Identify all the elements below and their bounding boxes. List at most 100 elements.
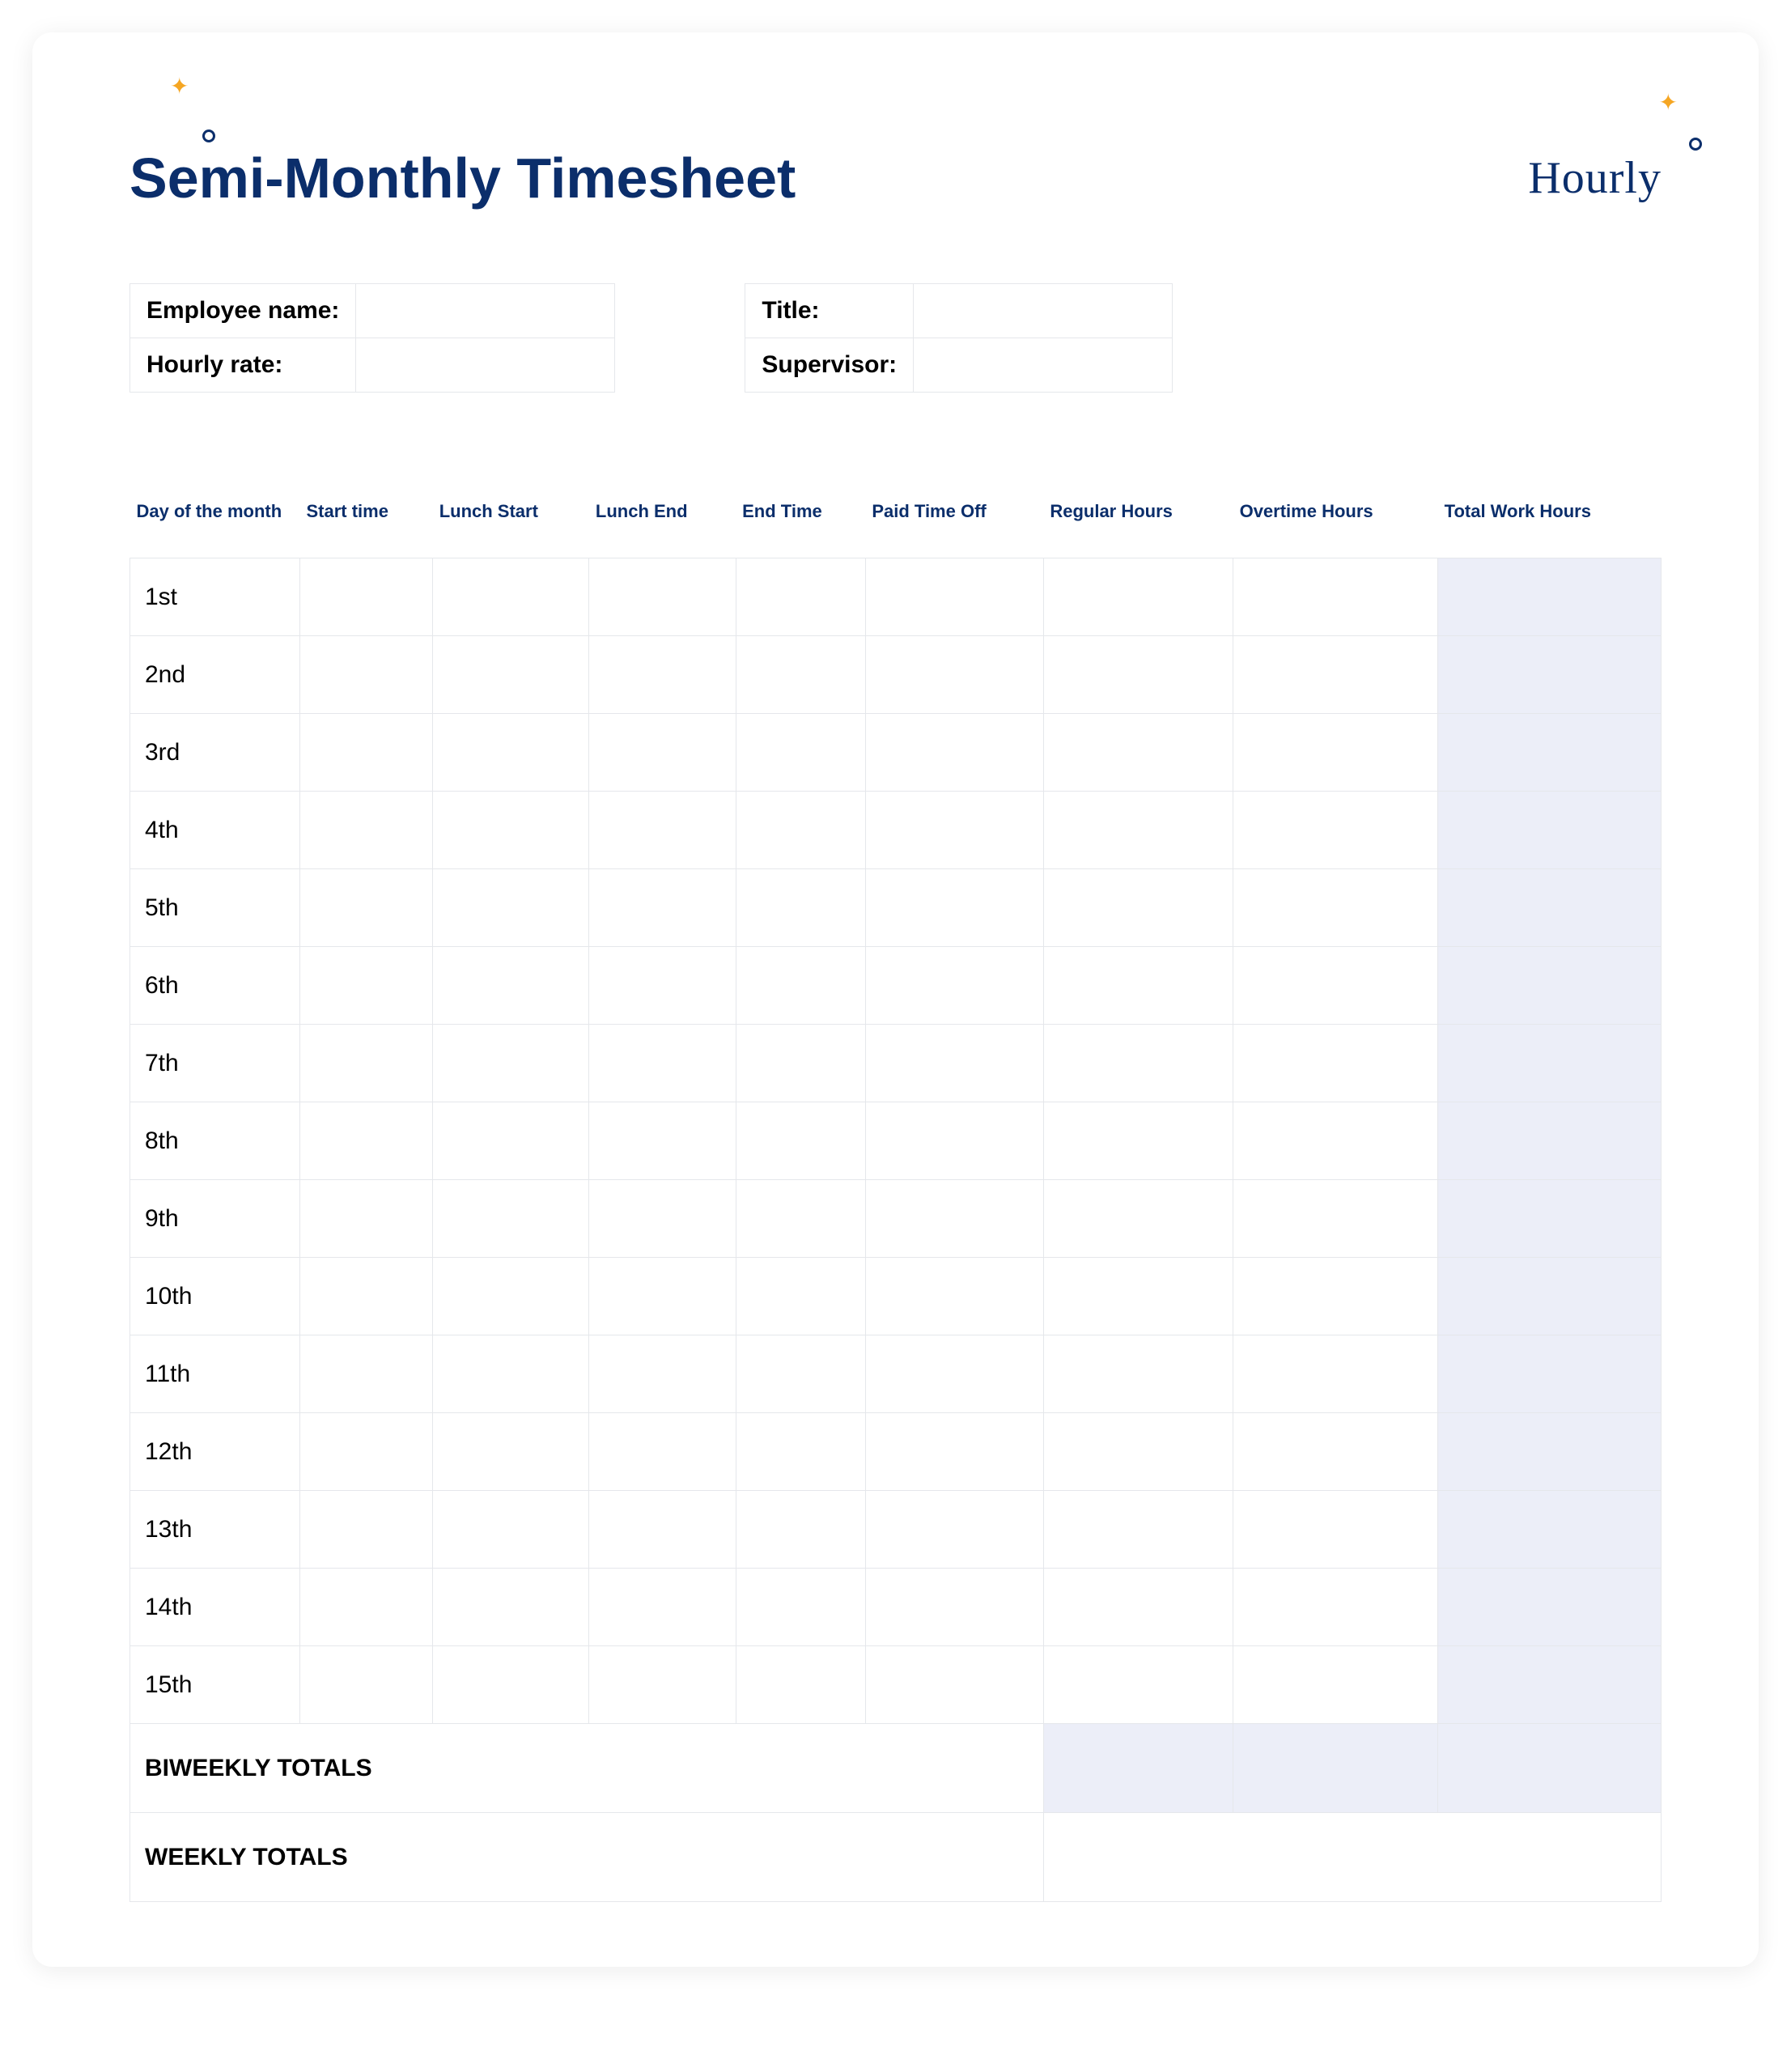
time-cell[interactable]: [589, 1180, 736, 1258]
time-cell[interactable]: [1233, 636, 1438, 714]
time-cell[interactable]: [736, 1491, 865, 1569]
time-cell[interactable]: [433, 1646, 589, 1724]
time-cell[interactable]: [1233, 1180, 1438, 1258]
time-cell[interactable]: [300, 947, 433, 1025]
time-cell[interactable]: [1233, 947, 1438, 1025]
time-cell[interactable]: [1043, 714, 1233, 792]
time-cell[interactable]: [433, 1335, 589, 1413]
time-cell[interactable]: [865, 1258, 1043, 1335]
time-cell[interactable]: [589, 714, 736, 792]
time-cell[interactable]: [300, 558, 433, 636]
time-cell[interactable]: [1043, 947, 1233, 1025]
totals-cell[interactable]: [1438, 1724, 1662, 1813]
time-cell[interactable]: [300, 1335, 433, 1413]
time-cell[interactable]: [1438, 869, 1662, 947]
employee-name-value[interactable]: [356, 284, 615, 338]
time-cell[interactable]: [300, 1102, 433, 1180]
time-cell[interactable]: [865, 1025, 1043, 1102]
time-cell[interactable]: [589, 1413, 736, 1491]
time-cell[interactable]: [1233, 1258, 1438, 1335]
time-cell[interactable]: [1233, 1491, 1438, 1569]
time-cell[interactable]: [736, 947, 865, 1025]
time-cell[interactable]: [589, 558, 736, 636]
time-cell[interactable]: [300, 714, 433, 792]
time-cell[interactable]: [736, 1102, 865, 1180]
time-cell[interactable]: [1438, 714, 1662, 792]
time-cell[interactable]: [433, 1025, 589, 1102]
time-cell[interactable]: [1233, 869, 1438, 947]
time-cell[interactable]: [1438, 1491, 1662, 1569]
time-cell[interactable]: [1043, 1335, 1233, 1413]
time-cell[interactable]: [433, 792, 589, 869]
time-cell[interactable]: [300, 1258, 433, 1335]
time-cell[interactable]: [865, 714, 1043, 792]
title-value[interactable]: [914, 284, 1173, 338]
time-cell[interactable]: [865, 1491, 1043, 1569]
time-cell[interactable]: [736, 1258, 865, 1335]
time-cell[interactable]: [1233, 1413, 1438, 1491]
time-cell[interactable]: [865, 1413, 1043, 1491]
time-cell[interactable]: [433, 1102, 589, 1180]
time-cell[interactable]: [1233, 792, 1438, 869]
time-cell[interactable]: [1438, 558, 1662, 636]
time-cell[interactable]: [1233, 1335, 1438, 1413]
time-cell[interactable]: [865, 869, 1043, 947]
time-cell[interactable]: [589, 1102, 736, 1180]
time-cell[interactable]: [300, 1491, 433, 1569]
time-cell[interactable]: [1043, 558, 1233, 636]
time-cell[interactable]: [1043, 1413, 1233, 1491]
time-cell[interactable]: [865, 558, 1043, 636]
time-cell[interactable]: [589, 636, 736, 714]
time-cell[interactable]: [589, 1258, 736, 1335]
time-cell[interactable]: [736, 869, 865, 947]
time-cell[interactable]: [589, 1335, 736, 1413]
time-cell[interactable]: [300, 1569, 433, 1646]
time-cell[interactable]: [433, 1569, 589, 1646]
time-cell[interactable]: [300, 792, 433, 869]
time-cell[interactable]: [1438, 1102, 1662, 1180]
time-cell[interactable]: [1043, 636, 1233, 714]
time-cell[interactable]: [1043, 1102, 1233, 1180]
time-cell[interactable]: [433, 1413, 589, 1491]
time-cell[interactable]: [865, 636, 1043, 714]
time-cell[interactable]: [433, 714, 589, 792]
time-cell[interactable]: [589, 869, 736, 947]
time-cell[interactable]: [1233, 1025, 1438, 1102]
time-cell[interactable]: [1043, 1025, 1233, 1102]
time-cell[interactable]: [736, 1335, 865, 1413]
time-cell[interactable]: [865, 1335, 1043, 1413]
time-cell[interactable]: [300, 869, 433, 947]
time-cell[interactable]: [433, 947, 589, 1025]
time-cell[interactable]: [1043, 1646, 1233, 1724]
time-cell[interactable]: [433, 558, 589, 636]
weekly-totals-cell[interactable]: [1043, 1813, 1661, 1902]
time-cell[interactable]: [1233, 1102, 1438, 1180]
time-cell[interactable]: [1438, 792, 1662, 869]
time-cell[interactable]: [736, 1569, 865, 1646]
time-cell[interactable]: [865, 1180, 1043, 1258]
time-cell[interactable]: [300, 1413, 433, 1491]
time-cell[interactable]: [433, 1258, 589, 1335]
time-cell[interactable]: [1233, 1646, 1438, 1724]
time-cell[interactable]: [1438, 1335, 1662, 1413]
time-cell[interactable]: [589, 1569, 736, 1646]
time-cell[interactable]: [736, 714, 865, 792]
time-cell[interactable]: [589, 792, 736, 869]
time-cell[interactable]: [736, 558, 865, 636]
time-cell[interactable]: [589, 1491, 736, 1569]
time-cell[interactable]: [736, 792, 865, 869]
time-cell[interactable]: [1043, 1491, 1233, 1569]
time-cell[interactable]: [736, 1180, 865, 1258]
time-cell[interactable]: [433, 636, 589, 714]
time-cell[interactable]: [865, 792, 1043, 869]
time-cell[interactable]: [865, 947, 1043, 1025]
time-cell[interactable]: [589, 1025, 736, 1102]
time-cell[interactable]: [736, 1025, 865, 1102]
supervisor-value[interactable]: [914, 338, 1173, 393]
totals-cell[interactable]: [1043, 1724, 1233, 1813]
time-cell[interactable]: [1233, 714, 1438, 792]
time-cell[interactable]: [865, 1569, 1043, 1646]
time-cell[interactable]: [433, 1491, 589, 1569]
time-cell[interactable]: [736, 636, 865, 714]
totals-cell[interactable]: [1233, 1724, 1438, 1813]
